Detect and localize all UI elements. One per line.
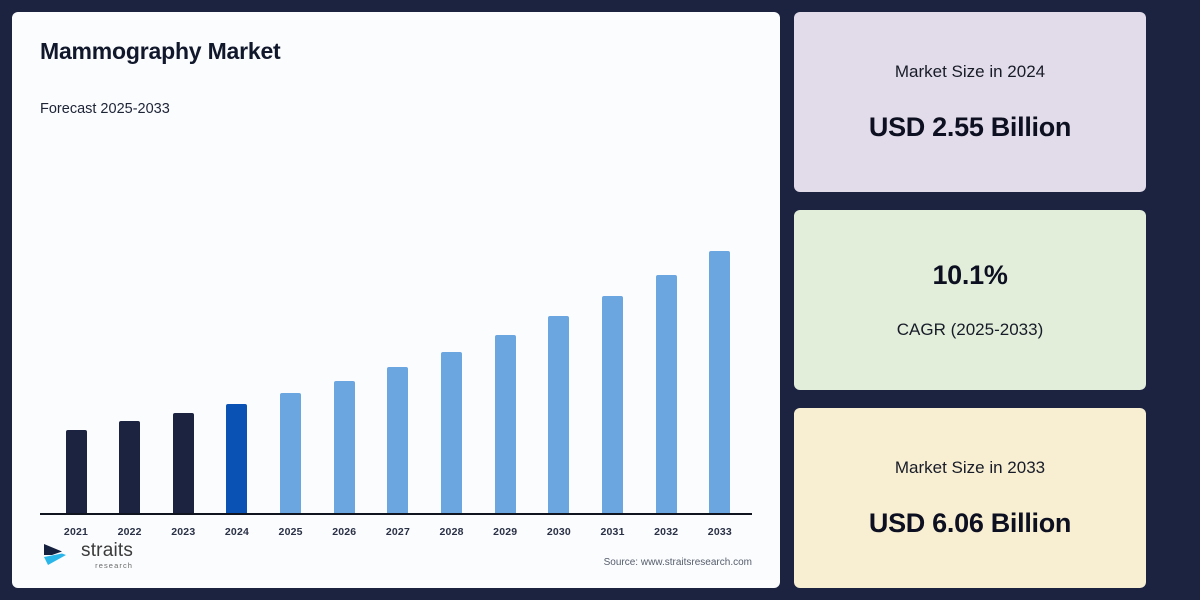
bar-column xyxy=(426,228,478,514)
stat-card-value: 10.1% xyxy=(932,260,1008,290)
bar-2033 xyxy=(709,251,731,514)
bar-2031 xyxy=(602,296,624,514)
bar-2023 xyxy=(172,413,194,514)
bar-2026 xyxy=(333,380,355,514)
stat-card-market-size-2033: Market Size in 2033 USD 6.06 Billion xyxy=(794,408,1146,588)
bar-column xyxy=(587,228,639,514)
bar-2022 xyxy=(119,421,141,514)
x-tick-2024: 2024 xyxy=(224,526,250,538)
straits-arrow-icon xyxy=(40,538,74,572)
x-tick-2027: 2027 xyxy=(385,526,411,538)
stat-card-value: USD 2.55 Billion xyxy=(868,111,1072,142)
x-tick-2023: 2023 xyxy=(171,526,196,538)
bar-column xyxy=(479,228,531,514)
bar-column xyxy=(211,228,263,514)
chart-footer: straits research Source: www.straitsrese… xyxy=(40,538,752,572)
bar-column xyxy=(318,228,370,514)
x-tick-2033: 2033 xyxy=(707,526,732,538)
page-title: Mammography Market xyxy=(40,38,281,64)
bar-2028 xyxy=(441,351,463,514)
bar-2025 xyxy=(280,392,302,514)
x-tick-2021: 2021 xyxy=(63,526,89,538)
bar-column xyxy=(157,228,209,514)
x-tick-2026: 2026 xyxy=(332,526,357,538)
bar-2032 xyxy=(655,274,677,514)
stat-card-cagr: 10.1% CAGR (2025-2033) xyxy=(794,210,1146,390)
bar-2029 xyxy=(494,334,516,514)
chart-panel: Mammography Market Forecast 2025-2033 20… xyxy=(12,12,780,588)
bar-2030 xyxy=(548,315,570,514)
x-tick-2025: 2025 xyxy=(278,526,303,538)
stat-card-label: CAGR (2025-2033) xyxy=(896,320,1044,339)
logo-name: straits xyxy=(81,539,134,561)
bar-2021 xyxy=(65,429,87,514)
bar-column xyxy=(640,228,692,514)
bar-series xyxy=(50,228,746,514)
bar-2024 xyxy=(226,403,248,514)
bar-column xyxy=(104,228,156,514)
x-tick-2032: 2032 xyxy=(654,526,679,538)
bar-column xyxy=(533,228,585,514)
stat-card-value: USD 6.06 Billion xyxy=(868,507,1072,538)
bar-2027 xyxy=(387,366,409,514)
logo-tagline: research xyxy=(95,560,134,570)
stat-card-market-size-2024: Market Size in 2024 USD 2.55 Billion xyxy=(794,12,1146,192)
stat-cards: Market Size in 2024 USD 2.55 Billion 10.… xyxy=(794,12,1146,588)
straits-research-logo: straits research xyxy=(40,538,133,572)
chart-subtitle: Forecast 2025-2033 xyxy=(40,101,170,117)
x-tick-2031: 2031 xyxy=(600,526,625,538)
bar-column xyxy=(50,228,102,514)
logo-text: straits research xyxy=(81,541,133,570)
bar-column xyxy=(694,228,746,514)
stat-card-label: Market Size in 2033 xyxy=(894,457,1046,477)
bar-column xyxy=(372,228,424,514)
stat-card-label: Market Size in 2024 xyxy=(894,61,1046,81)
x-axis-tick-labels: 2021 2022 2023 2024 2025 2026 2027 2028 2029 2030… xyxy=(50,526,746,538)
x-axis-line xyxy=(40,513,752,515)
plot-area: 2021 2022 2023 2024 2025 2026 2027 2028 2029 2030… xyxy=(40,121,752,574)
x-tick-2029: 2029 xyxy=(493,526,518,538)
x-tick-2022: 2022 xyxy=(117,526,142,538)
source-attribution: Source: www.straitsresearch.com xyxy=(603,557,752,568)
bar-column xyxy=(265,228,317,514)
x-tick-2028: 2028 xyxy=(439,526,464,538)
x-tick-2030: 2030 xyxy=(546,526,571,538)
